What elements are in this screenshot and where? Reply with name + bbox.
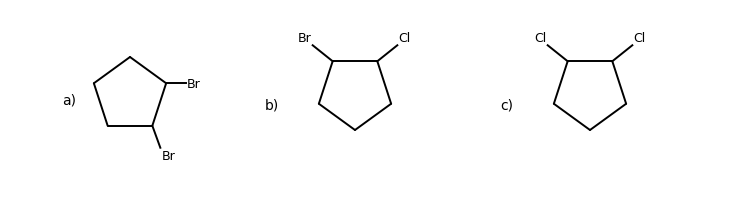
Text: Br: Br [187,77,201,90]
Text: Br: Br [298,32,312,45]
Text: c): c) [500,99,513,112]
Text: Cl: Cl [398,32,411,45]
Text: Cl: Cl [633,32,646,45]
Text: Cl: Cl [535,32,547,45]
Text: a): a) [62,94,76,107]
Text: Br: Br [161,149,175,162]
Text: b): b) [265,99,279,112]
